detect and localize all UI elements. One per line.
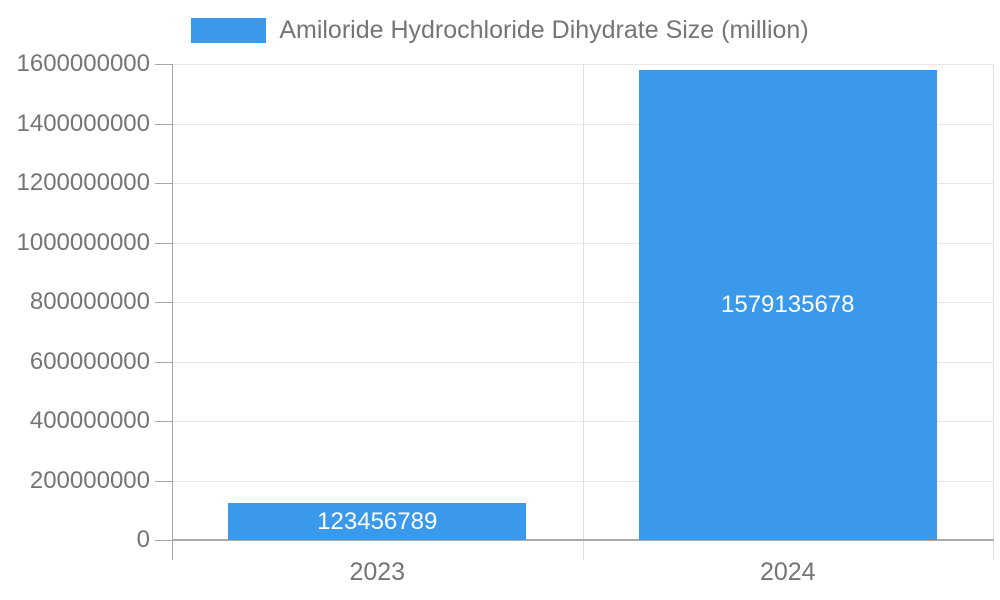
bar-value-label: 123456789: [317, 507, 438, 535]
y-axis-tick: [155, 302, 172, 303]
bar[interactable]: [228, 503, 527, 540]
legend-label: Amiloride Hydrochloride Dihydrate Size (…: [279, 15, 809, 44]
y-axis-tick: [155, 480, 172, 482]
y-axis-tick: [155, 183, 172, 184]
y-tick-label: 600000000: [29, 347, 150, 375]
y-tick-label: 1400000000: [16, 109, 150, 137]
y-tick-label: 1600000000: [16, 50, 150, 77]
y-tick-label: 800000000: [29, 288, 150, 315]
y-axis-tick: [155, 540, 172, 541]
legend-swatch: [191, 17, 267, 43]
y-tick-label: 400000000: [29, 407, 150, 434]
y-tick-label: 1200000000: [16, 169, 150, 196]
y-axis-line: [172, 64, 173, 560]
x-tick-label: 2024: [759, 558, 816, 586]
bar-value-label: 1579135678: [721, 291, 855, 319]
x-tick-label: 2023: [349, 558, 406, 586]
x-axis-baseline: [172, 539, 994, 541]
y-axis-tick: [155, 361, 172, 363]
bar[interactable]: [638, 70, 937, 540]
y-tick-label: 1000000000: [16, 228, 150, 256]
y-tick-label: 0: [136, 526, 150, 553]
legend[interactable]: Amiloride Hydrochloride Dihydrate Size (…: [0, 16, 1000, 44]
plot-right-border: [993, 64, 994, 560]
category-divider-line: [582, 64, 584, 560]
y-tick-label: 200000000: [29, 466, 150, 494]
y-axis-tick: [155, 421, 172, 422]
y-axis-tick: [155, 242, 172, 244]
y-axis-tick: [155, 64, 172, 65]
y-axis-tick: [155, 123, 172, 125]
